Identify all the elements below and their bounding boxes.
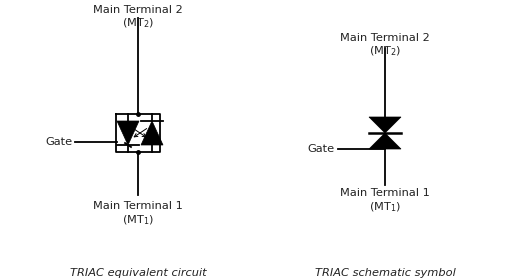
- Polygon shape: [117, 121, 139, 145]
- Text: (MT$_2$): (MT$_2$): [122, 16, 154, 30]
- Text: Main Terminal 2: Main Terminal 2: [340, 33, 430, 43]
- Text: (MT$_1$): (MT$_1$): [369, 200, 401, 214]
- Text: (MT$_2$): (MT$_2$): [369, 44, 401, 57]
- Polygon shape: [141, 121, 163, 145]
- Text: TRIAC schematic symbol: TRIAC schematic symbol: [315, 268, 455, 278]
- Polygon shape: [369, 117, 401, 133]
- Text: TRIAC equivalent circuit: TRIAC equivalent circuit: [70, 268, 206, 278]
- Text: Main Terminal 1: Main Terminal 1: [340, 188, 430, 198]
- Text: Main Terminal 2: Main Terminal 2: [93, 5, 183, 15]
- Text: Gate: Gate: [308, 144, 335, 154]
- Polygon shape: [369, 133, 401, 149]
- Text: (MT$_1$): (MT$_1$): [122, 213, 154, 227]
- Text: Main Terminal 1: Main Terminal 1: [93, 201, 183, 211]
- Text: Gate: Gate: [45, 137, 72, 147]
